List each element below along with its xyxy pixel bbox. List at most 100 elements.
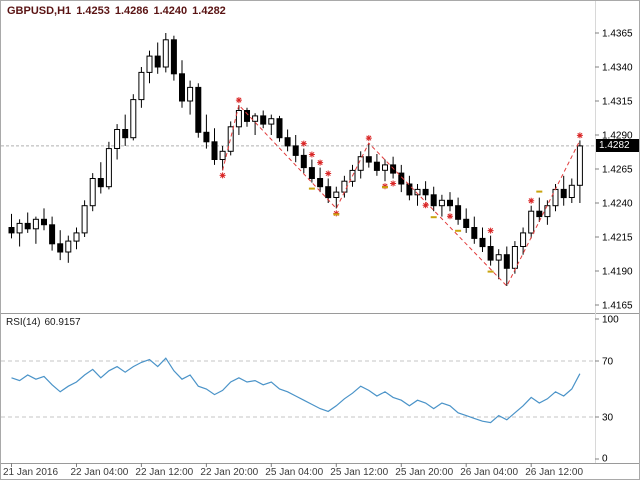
- fractal-star-marker: [576, 132, 583, 139]
- candle-body: [170, 39, 177, 75]
- candle-body: [130, 99, 137, 139]
- candle-body: [455, 205, 462, 220]
- fractal-star-marker: [487, 227, 494, 234]
- time-axis-label[interactable]: 25 Jan 20:00: [395, 467, 453, 478]
- rsi-value: 60.9157: [44, 317, 81, 328]
- time-axis-label[interactable]: 22 Jan 20:00: [200, 467, 258, 478]
- rsi-axis-label: 100: [602, 315, 619, 326]
- fractal-star-marker: [219, 172, 226, 179]
- price-axis-label[interactable]: 1.4315: [602, 97, 633, 108]
- stop-level-marker: [333, 213, 340, 216]
- candle-body: [560, 188, 567, 199]
- price-axis-label[interactable]: 1.4240: [602, 199, 633, 210]
- candle-body: [138, 71, 145, 101]
- candle-body: [422, 188, 429, 196]
- candle-body: [284, 137, 291, 147]
- candle-body: [81, 205, 88, 234]
- candle-body: [528, 210, 535, 234]
- rsi-axis-label: 70: [602, 357, 614, 368]
- time-axis-label[interactable]: 21 Jan 2016: [3, 467, 58, 478]
- candle-body: [406, 183, 413, 196]
- candle-body: [105, 148, 112, 188]
- close-value: 1.4282: [192, 5, 226, 17]
- candle-body: [511, 246, 518, 269]
- fractal-star-marker: [235, 97, 242, 104]
- fractal-star-marker: [317, 159, 324, 166]
- candle-body: [97, 178, 104, 188]
- rsi-indicator-label: RSI(14) 60.9157: [6, 317, 85, 328]
- stop-level-marker: [430, 216, 437, 219]
- rsi-name: RSI(14): [6, 317, 41, 328]
- stop-level-marker: [455, 229, 462, 232]
- candle-body: [276, 118, 283, 139]
- candle-body: [187, 86, 194, 102]
- price-axis-label[interactable]: 1.4265: [602, 165, 633, 176]
- candle-body: [365, 156, 372, 163]
- candle-body: [65, 240, 72, 253]
- fractal-star-marker: [390, 180, 397, 187]
- candle-body: [300, 154, 307, 169]
- candle-body: [114, 129, 121, 149]
- candle-body: [552, 188, 559, 207]
- price-axis-label[interactable]: 1.4365: [602, 29, 633, 40]
- candle-body: [576, 145, 583, 186]
- candle-body: [333, 191, 340, 199]
- candle-body: [235, 110, 242, 128]
- candle-body: [503, 254, 510, 269]
- rsi-axis-label: 0: [602, 454, 608, 465]
- price-axis-label[interactable]: 1.4190: [602, 267, 633, 278]
- candle-body: [430, 194, 437, 207]
- price-axis-label[interactable]: 1.4215: [602, 233, 633, 244]
- rsi-line: [11, 357, 581, 424]
- time-axis-label[interactable]: 22 Jan 04:00: [71, 467, 129, 478]
- fractal-star-marker: [528, 197, 535, 204]
- candle-body: [341, 180, 348, 193]
- fractal-star-marker: [300, 140, 307, 147]
- time-axis-label[interactable]: 25 Jan 04:00: [265, 467, 323, 478]
- candle-body: [317, 178, 324, 188]
- time-axis-label[interactable]: 26 Jan 04:00: [460, 467, 518, 478]
- candle-body: [179, 73, 185, 102]
- candle-body: [32, 218, 39, 230]
- fractal-star-marker: [422, 202, 429, 209]
- candle-body: [544, 205, 551, 218]
- candle-body: [73, 232, 80, 242]
- symbol-period-label: GBPUSD,H1: [7, 5, 72, 17]
- stop-level-marker: [308, 187, 315, 190]
- candle-body: [41, 218, 47, 226]
- candle-body: [146, 55, 153, 73]
- fractal-star-marker: [447, 213, 453, 220]
- zigzag-line: [222, 104, 581, 287]
- candle-body: [520, 232, 527, 247]
- candle-body: [244, 110, 250, 122]
- candle-body: [122, 129, 129, 139]
- candle-body: [252, 115, 259, 122]
- candle-body: [495, 254, 502, 261]
- candle-body: [49, 224, 56, 245]
- candle-body: [463, 218, 470, 229]
- price-axis-label[interactable]: 1.4290: [602, 131, 633, 142]
- current-price-badge: 1.4282: [596, 139, 639, 153]
- time-axis-label[interactable]: 25 Jan 12:00: [330, 467, 388, 478]
- candle-body: [325, 186, 332, 199]
- candle-body: [487, 246, 494, 261]
- time-axis-label[interactable]: 22 Jan 12:00: [135, 467, 193, 478]
- fractal-star-marker: [308, 151, 315, 158]
- high-value: 1.4286: [114, 5, 149, 17]
- candle-body: [8, 227, 15, 234]
- candle-body: [211, 141, 218, 161]
- low-value: 1.4240: [153, 5, 188, 17]
- candle-body: [471, 227, 478, 239]
- rsi-axis-label: 30: [602, 413, 614, 424]
- price-axis-label[interactable]: 1.4340: [602, 63, 633, 74]
- candle-body: [260, 115, 267, 125]
- price-axis-label[interactable]: 1.4165: [602, 301, 633, 312]
- candle-body: [292, 145, 299, 156]
- candle-body: [414, 188, 421, 196]
- candle-body: [373, 161, 380, 171]
- candle-body: [536, 210, 543, 218]
- time-axis-label[interactable]: 26 Jan 12:00: [525, 467, 583, 478]
- candle-body: [447, 199, 453, 207]
